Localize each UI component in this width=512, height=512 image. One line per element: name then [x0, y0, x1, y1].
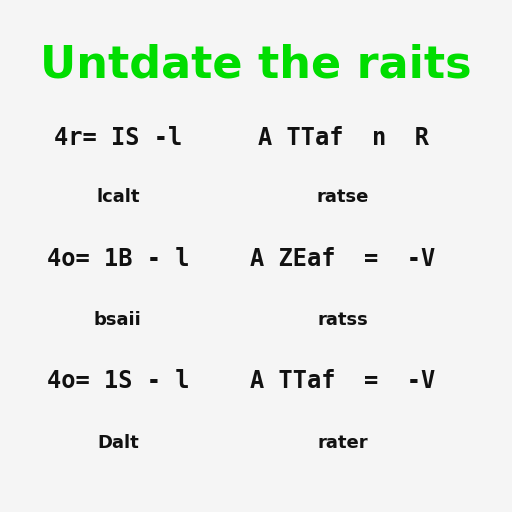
Text: lcalt: lcalt: [96, 188, 139, 206]
Text: 4o= 1B - l: 4o= 1B - l: [47, 247, 189, 270]
Text: ratss: ratss: [317, 311, 369, 329]
Text: ratse: ratse: [317, 188, 369, 206]
Text: 4r= IS -l: 4r= IS -l: [54, 126, 182, 150]
Text: rater: rater: [318, 434, 368, 452]
Text: bsaii: bsaii: [94, 311, 142, 329]
Text: 4o= 1S - l: 4o= 1S - l: [47, 370, 189, 393]
Text: Untdate the raits: Untdate the raits: [40, 44, 472, 87]
Text: A TTaf  =  -V: A TTaf = -V: [250, 370, 436, 393]
Text: A TTaf  n  R: A TTaf n R: [258, 126, 429, 150]
Text: Dalt: Dalt: [97, 434, 139, 452]
Text: A ZEaf  =  -V: A ZEaf = -V: [250, 247, 436, 270]
